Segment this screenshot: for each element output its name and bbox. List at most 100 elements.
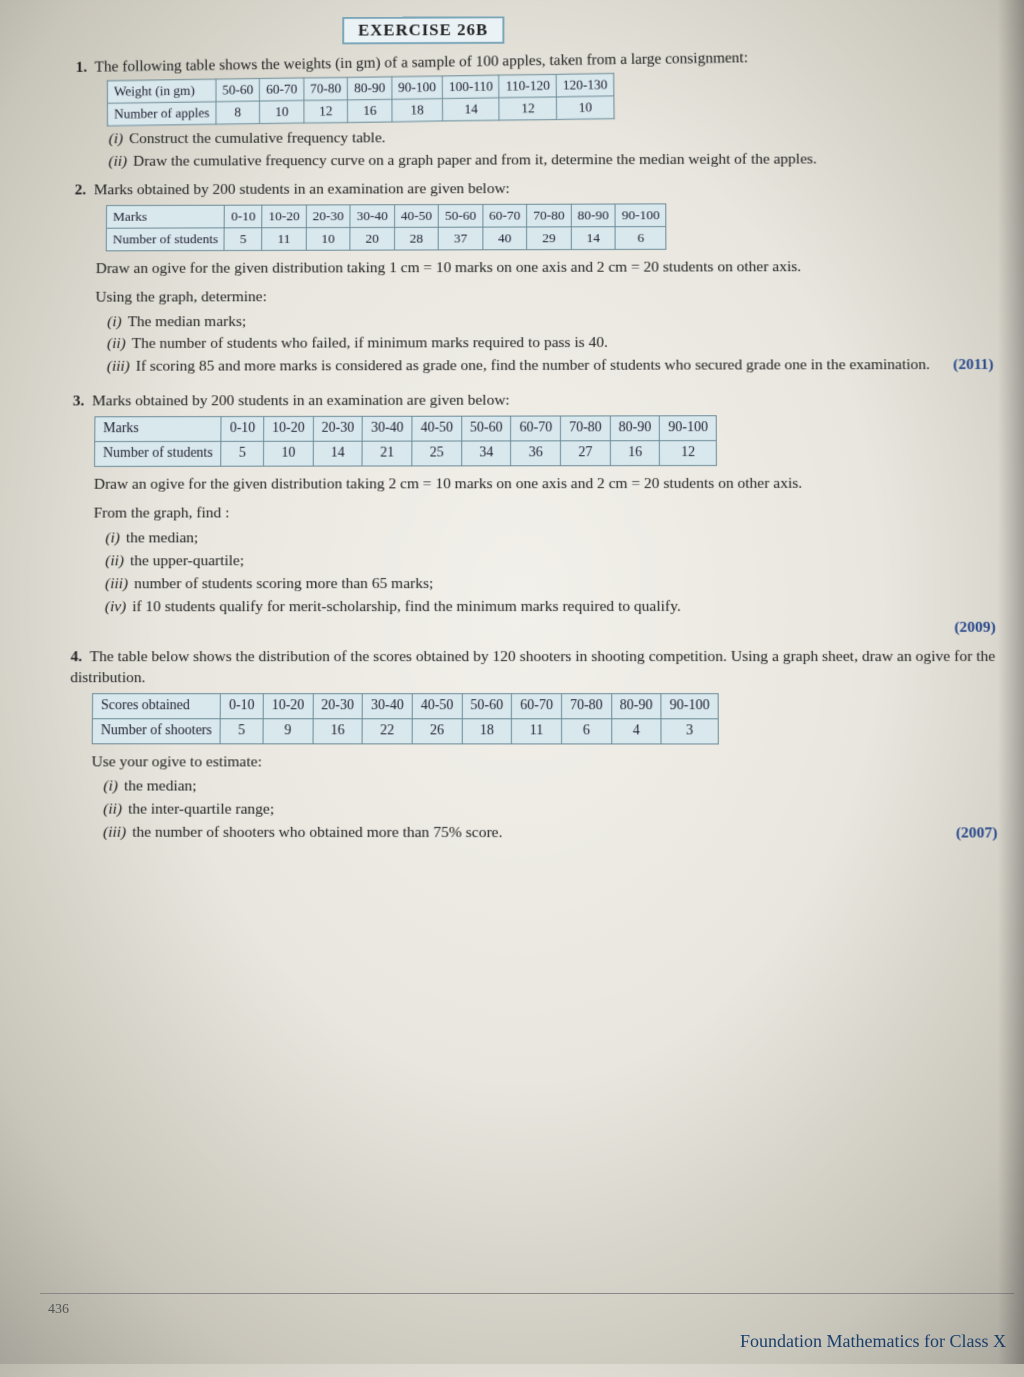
list-item: (i) The median marks; xyxy=(107,310,1003,333)
cell: 120-130 xyxy=(556,73,614,96)
cell: 14 xyxy=(571,226,615,249)
list-item: (iii)the number of shooters who obtained… xyxy=(103,823,1008,845)
text: Construct the cumulative frequency table… xyxy=(129,129,386,147)
year-badge: (2007) xyxy=(956,824,998,845)
q1-text: The following table shows the weights (i… xyxy=(95,49,748,75)
q2-text: Marks obtained by 200 students in an exa… xyxy=(94,180,510,198)
cell: 30-40 xyxy=(362,693,412,718)
cell: 80-90 xyxy=(348,77,392,100)
cell: 100-110 xyxy=(442,75,499,98)
cell: 34 xyxy=(461,441,511,466)
list-item: (ii) the upper-quartile; xyxy=(105,551,1005,573)
cell: 16 xyxy=(313,718,363,743)
cell: 10-20 xyxy=(263,693,313,718)
cell: 50-60 xyxy=(438,204,482,227)
q4-prompt: Use your ogive to estimate: xyxy=(91,752,1007,773)
cell: 8 xyxy=(216,101,260,124)
cell: 50-60 xyxy=(216,78,260,101)
cell: 10 xyxy=(260,100,304,123)
row-header: Marks xyxy=(95,417,222,442)
cell: 10 xyxy=(556,96,614,119)
q4-subparts: (i)the median; (ii)the inter-quartile ra… xyxy=(69,777,1008,845)
roman-label: (ii) xyxy=(107,336,126,353)
text: The median marks; xyxy=(128,313,247,330)
cell: 60-70 xyxy=(512,693,562,718)
q3-number: 3. xyxy=(73,393,85,410)
cell: 10-20 xyxy=(264,417,314,442)
book-title: Foundation Mathematics for Class X xyxy=(740,1331,1006,1352)
cell: 60-70 xyxy=(511,416,561,441)
table-row: Marks 0-10 10-20 20-30 30-40 40-50 50-60… xyxy=(95,416,717,442)
cell: 20-30 xyxy=(306,205,350,228)
question-3: 3. Marks obtained by 200 students in an … xyxy=(73,390,1004,412)
cell: 70-80 xyxy=(304,77,348,100)
question-2: 2. Marks obtained by 200 students in an … xyxy=(75,177,1003,201)
cell: 20-30 xyxy=(313,693,363,718)
year-badge: (2011) xyxy=(953,355,994,376)
list-item: (iii) number of students scoring more tha… xyxy=(105,574,1006,596)
roman-label: (ii) xyxy=(103,801,122,818)
q2-prompt: Using the graph, determine: xyxy=(95,285,1003,308)
text: The number of students who failed, if mi… xyxy=(132,334,608,352)
cell: 37 xyxy=(438,227,482,250)
cell: 12 xyxy=(499,97,556,120)
cell: 18 xyxy=(462,718,512,743)
cell: 14 xyxy=(442,98,499,121)
q3-table: Marks 0-10 10-20 20-30 30-40 40-50 50-60… xyxy=(94,415,717,467)
roman-label: (i) xyxy=(109,130,124,147)
cell: 40-50 xyxy=(412,693,462,718)
cell: 6 xyxy=(561,718,611,743)
q1-subparts: (i) Construct the cumulative frequency ta… xyxy=(75,126,1002,172)
q3-prompt: From the graph, find : xyxy=(94,503,1005,525)
page-number: 436 xyxy=(48,1302,69,1318)
table-row: Marks 0-10 10-20 20-30 30-40 40-50 50-60… xyxy=(106,204,666,228)
list-item: (iii)If scoring 85 and more marks is con… xyxy=(107,355,1004,378)
q4-text: The table below shows the distribution o… xyxy=(70,648,995,686)
table-row: Number of students 5 11 10 20 28 37 40 2… xyxy=(106,226,666,250)
q1-table: Weight (in gm) 50-60 60-70 70-80 80-90 9… xyxy=(107,73,615,126)
row-header: Number of students xyxy=(95,442,222,467)
cell: 20 xyxy=(350,227,394,250)
text: number of students scoring more than 65 … xyxy=(134,575,433,592)
cell: 40-50 xyxy=(412,416,462,441)
cell: 10-20 xyxy=(262,205,306,228)
roman-label: (iii) xyxy=(105,575,128,592)
roman-label: (iii) xyxy=(103,824,126,841)
cell: 25 xyxy=(412,441,462,466)
cell: 90-100 xyxy=(392,76,443,99)
roman-label: (i) xyxy=(107,313,122,330)
cell: 16 xyxy=(348,99,392,122)
text: the median; xyxy=(126,529,198,546)
textbook-page: EXERCISE 26B 1. The following table show… xyxy=(54,14,1024,1377)
cell: 0-10 xyxy=(220,693,263,718)
cell: 90-100 xyxy=(615,204,666,227)
roman-label: (ii) xyxy=(105,552,124,569)
cell: 28 xyxy=(394,227,438,250)
q3-text: Marks obtained by 200 students in an exa… xyxy=(92,392,510,410)
cell: 10 xyxy=(306,227,350,250)
q2-subparts: (i) The median marks; (ii) The number of s… xyxy=(73,310,1004,378)
cell: 5 xyxy=(224,227,262,250)
cell: 12 xyxy=(304,100,348,123)
cell: 70-80 xyxy=(561,693,611,718)
cell: 5 xyxy=(221,442,264,467)
question-4: 4. The table below shows the distributio… xyxy=(70,647,1006,689)
text: the inter-quartile range; xyxy=(128,801,274,818)
q4-table: Scores obtained 0-10 10-20 20-30 30-40 4… xyxy=(92,693,719,744)
cell: 22 xyxy=(362,718,412,743)
text: the upper-quartile; xyxy=(130,552,244,569)
cell: 27 xyxy=(561,441,611,466)
text: the median; xyxy=(124,778,197,795)
cell: 21 xyxy=(362,441,412,466)
cell: 6 xyxy=(615,226,666,249)
cell: 80-90 xyxy=(610,416,660,441)
q3-subparts: (i)the median; (ii)the upper-quartile; (… xyxy=(71,528,1006,618)
cell: 70-80 xyxy=(527,204,571,227)
text: Draw the cumulative frequency curve on a… xyxy=(133,150,817,169)
year-badge: (2009) xyxy=(954,618,996,639)
cell: 3 xyxy=(661,718,718,743)
cell: 60-70 xyxy=(260,78,304,101)
cell: 30-40 xyxy=(350,204,394,227)
cell: 11 xyxy=(512,718,562,743)
q2-instruction: Draw an ogive for the given distribution… xyxy=(96,256,1003,279)
